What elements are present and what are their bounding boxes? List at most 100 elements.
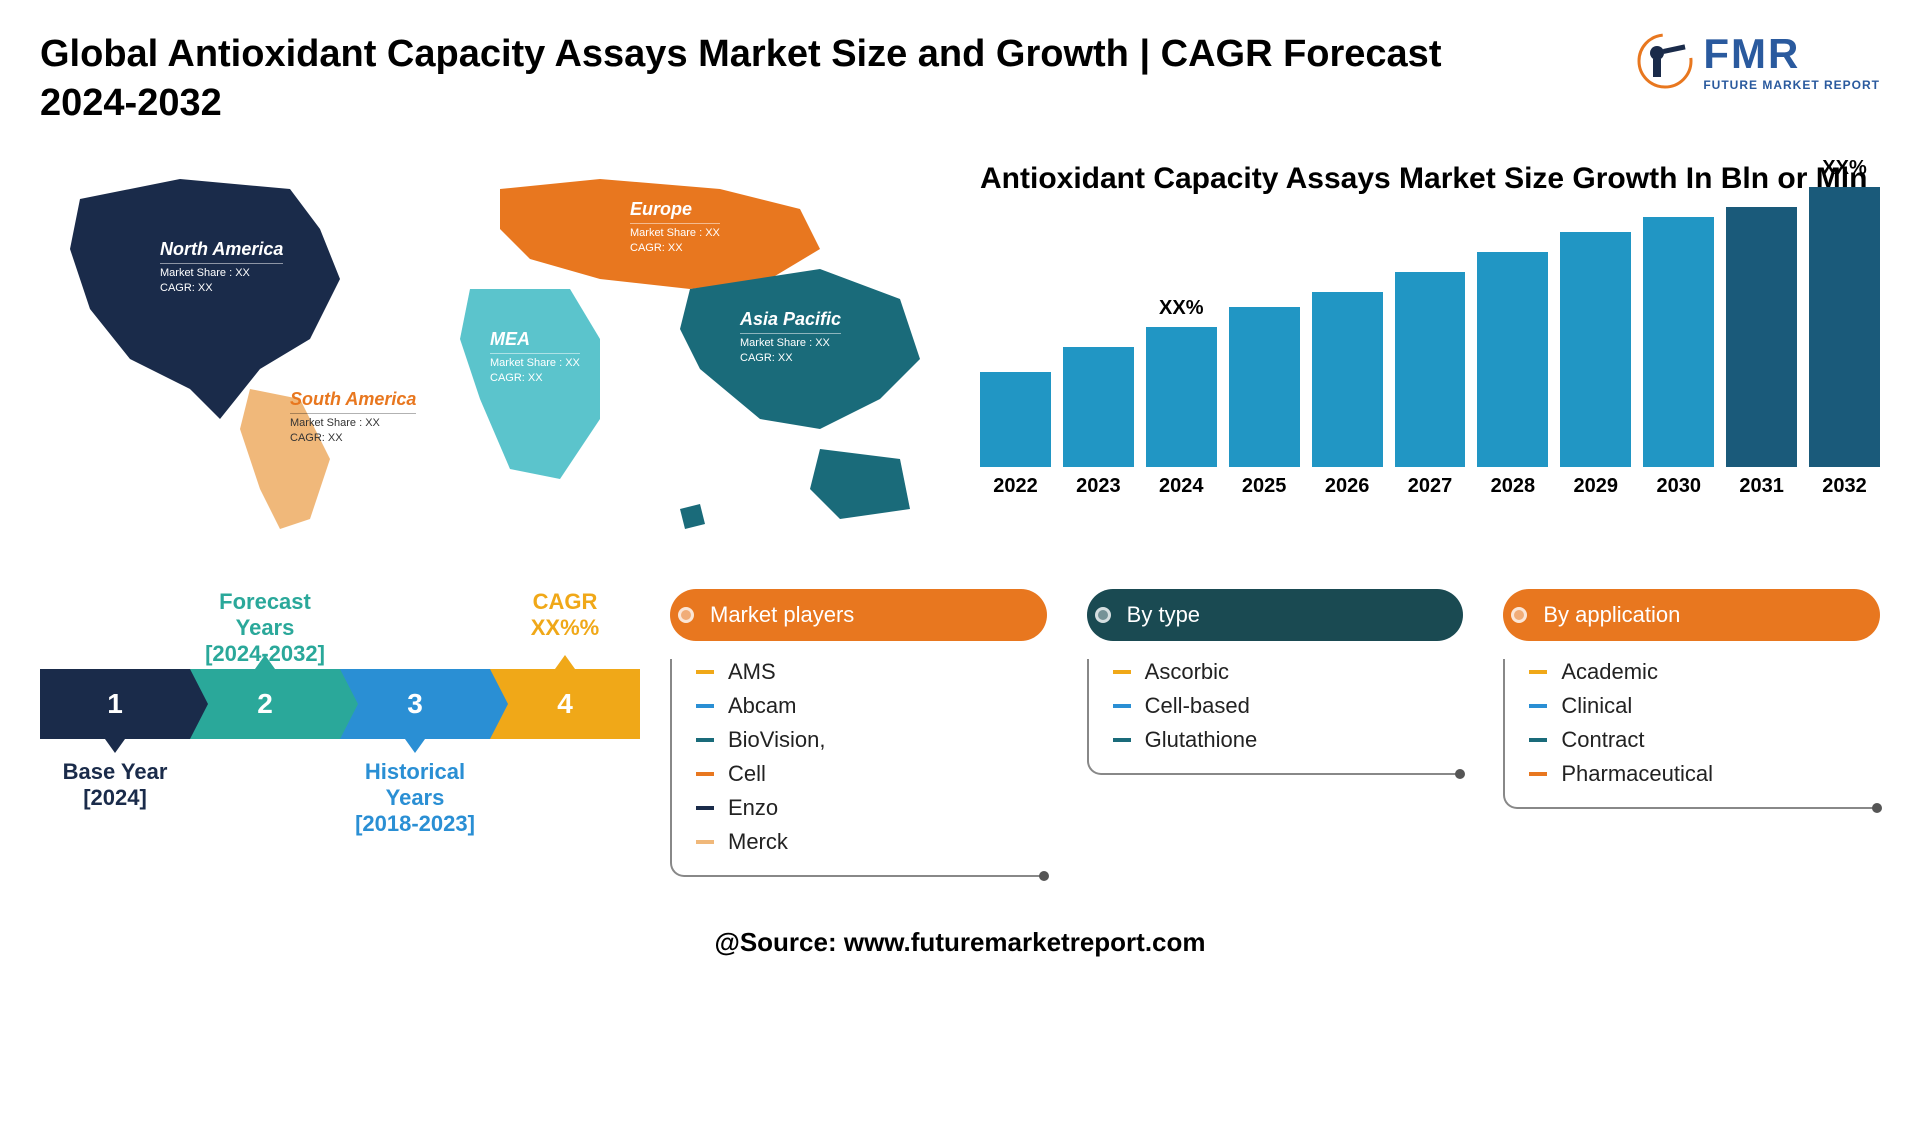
region-name: Asia Pacific [740,309,841,330]
timeline-bar: 1234 [40,669,640,739]
item-label: Enzo [728,795,778,821]
timeline-bottom-label: Historical Years[2018-2023] [340,759,490,837]
tick-icon [1529,670,1547,674]
bar [1395,272,1466,467]
tick-icon [696,670,714,674]
bar-wrapper: 2027 [1395,272,1466,498]
region-name: North America [160,239,283,260]
bar [1312,292,1383,467]
tick-icon [696,806,714,810]
bar-annotation: XX% [1822,157,1866,180]
region-cagr: CAGR: XX [740,352,841,364]
item-label: Cell-based [1145,693,1250,719]
category-item: Pharmaceutical [1529,761,1880,787]
bar-wrapper: 2030 [1643,217,1714,498]
tick-icon [1113,738,1131,742]
item-label: Glutathione [1145,727,1258,753]
bar-wrapper: XX%2032 [1809,187,1880,498]
region-name: MEA [490,329,580,350]
item-label: Contract [1561,727,1644,753]
bar-wrapper: 2028 [1477,252,1548,498]
region-south-america: South America Market Share : XX CAGR: XX [290,389,416,444]
bar-label: 2029 [1574,475,1619,498]
bar [1809,187,1880,467]
region-share: Market Share : XX [740,333,841,349]
item-label: BioVision, [728,727,825,753]
category-item: Enzo [696,795,1047,821]
category-body: Academic Clinical Contract Pharmaceutical [1503,659,1880,809]
category-header: By application [1503,589,1880,641]
region-cagr: CAGR: XX [630,242,720,254]
bar-chart: 2022 2023 XX%2024 2025 2026 20272028 2029 2030 2… [980,218,1880,498]
timeline-labels-top: Forecast Years[2024-2032]CAGRXX%% [40,589,640,667]
category-body: Ascorbic Cell-based Glutathione [1087,659,1464,775]
category-item: Merck [696,829,1047,855]
category: By type Ascorbic Cell-based Glutathione [1087,589,1464,877]
category: By application Academic Clinical Contract Ph… [1503,589,1880,877]
bar-label: 2022 [993,475,1038,498]
category-title: Market players [710,602,854,628]
timeline-top-label [340,589,490,667]
bar-wrapper: XX%2024 [1146,327,1217,498]
category-item: Abcam [696,693,1047,719]
tick-icon [696,772,714,776]
bar-wrapper: 2023 [1063,347,1134,498]
bar-wrapper: 2029 [1560,232,1631,498]
tick-icon [1529,738,1547,742]
region-cagr: CAGR: XX [160,282,283,294]
world-map: North America Market Share : XX CAGR: XX… [40,159,940,539]
category-item: Clinical [1529,693,1880,719]
item-label: Academic [1561,659,1658,685]
bar-label: 2023 [1076,475,1121,498]
category-header: By type [1087,589,1464,641]
category-title: By application [1543,602,1680,628]
region-share: Market Share : XX [490,353,580,369]
logo-icon [1635,31,1695,91]
top-row: North America Market Share : XX CAGR: XX… [40,159,1880,539]
item-label: Ascorbic [1145,659,1229,685]
bar-wrapper: 2025 [1229,307,1300,498]
bar [1560,232,1631,467]
item-label: Abcam [728,693,796,719]
region-share: Market Share : XX [160,263,283,279]
bar [1726,207,1797,467]
tick-icon [696,704,714,708]
bar [1146,327,1217,467]
bar [1643,217,1714,467]
timeline-segment: 3 [340,669,490,739]
timeline-segment: 1 [40,669,190,739]
item-label: Clinical [1561,693,1632,719]
bar [980,372,1051,467]
bullet-icon [678,607,694,623]
category-item: Cell [696,761,1047,787]
category-item: Academic [1529,659,1880,685]
item-label: Cell [728,761,766,787]
source-attribution: @Source: www.futuremarketreport.com [40,927,1880,958]
timeline-bottom-label [190,759,340,837]
header: Global Antioxidant Capacity Assays Marke… [40,30,1880,129]
region-europe: Europe Market Share : XX CAGR: XX [630,199,720,254]
bar-label: 2025 [1242,475,1287,498]
bar-wrapper: 2026 [1312,292,1383,498]
tick-icon [696,840,714,844]
category-item: Ascorbic [1113,659,1464,685]
bullet-icon [1511,607,1527,623]
region-name: Europe [630,199,720,220]
logo: FMR FUTURE MARKET REPORT [1635,30,1880,92]
bar-label: 2026 [1325,475,1370,498]
category: Market players AMS Abcam BioVision, Cell Enzo… [670,589,1047,877]
timeline-segment: 4 [490,669,640,739]
region-cagr: CAGR: XX [290,432,416,444]
item-label: Merck [728,829,788,855]
item-label: AMS [728,659,776,685]
category-header: Market players [670,589,1047,641]
region-asia-pacific: Asia Pacific Market Share : XX CAGR: XX [740,309,841,364]
bullet-icon [1095,607,1111,623]
bar-label: 2030 [1656,475,1701,498]
timeline-labels-bottom: Base Year[2024]Historical Years[2018-202… [40,759,640,837]
bar-annotation: XX% [1159,297,1203,320]
bar-label: 2032 [1822,475,1867,498]
tick-icon [1113,670,1131,674]
bar [1063,347,1134,467]
region-share: Market Share : XX [630,223,720,239]
